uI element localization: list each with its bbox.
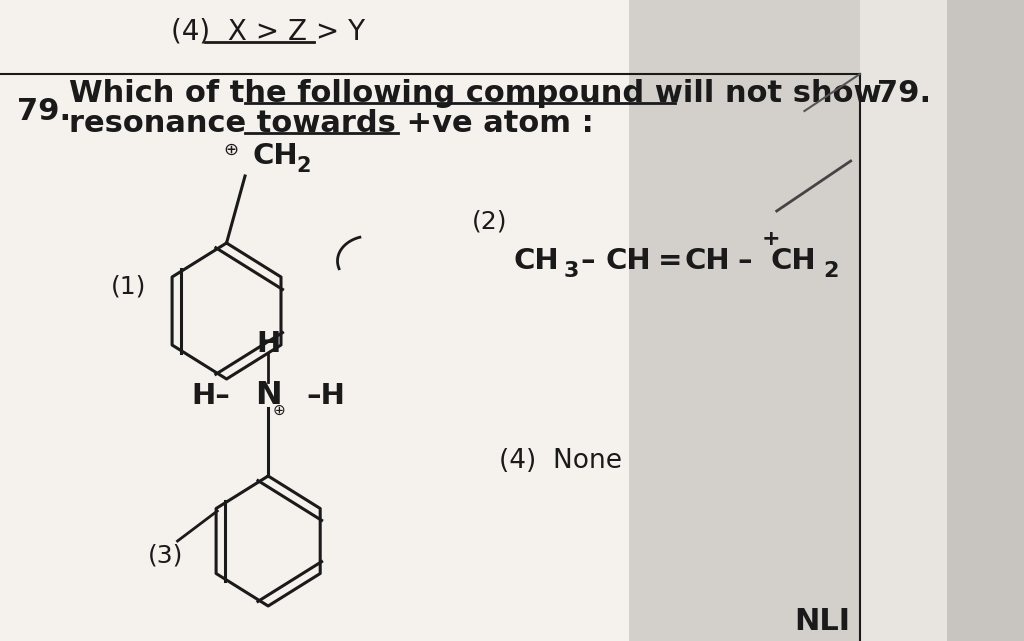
Text: resonance towards +ve atom :: resonance towards +ve atom : (70, 108, 594, 138)
Text: N: N (255, 381, 282, 412)
Text: CH: CH (253, 142, 298, 170)
Text: 79.: 79. (16, 97, 71, 126)
Text: 79.: 79. (877, 78, 931, 108)
Text: NLI: NLI (795, 606, 851, 635)
Text: ⊕: ⊕ (272, 403, 286, 417)
Text: –: – (737, 247, 752, 275)
Text: (4)  X > Z > Y: (4) X > Z > Y (171, 17, 366, 45)
Text: –H: –H (306, 382, 345, 410)
Text: =: = (658, 247, 683, 275)
FancyBboxPatch shape (629, 0, 947, 641)
FancyBboxPatch shape (0, 0, 629, 641)
FancyBboxPatch shape (860, 0, 947, 641)
Text: (4)  None: (4) None (500, 448, 623, 474)
Text: (3): (3) (147, 544, 183, 568)
Text: ⊕: ⊕ (223, 141, 239, 159)
FancyBboxPatch shape (0, 0, 860, 641)
Text: (1): (1) (111, 274, 146, 298)
Text: CH: CH (684, 247, 730, 275)
Text: Which of the following compound will not show: Which of the following compound will not… (70, 78, 882, 108)
Text: CH: CH (770, 247, 816, 275)
Text: +: + (762, 229, 780, 249)
Text: CH: CH (605, 247, 651, 275)
Text: H: H (256, 330, 281, 358)
Text: (2): (2) (472, 209, 507, 233)
Text: H–: H– (191, 382, 230, 410)
Text: –: – (581, 247, 595, 275)
Text: 2: 2 (823, 261, 839, 281)
Text: 2: 2 (296, 156, 310, 176)
Text: 3: 3 (564, 261, 580, 281)
Text: CH: CH (513, 247, 559, 275)
